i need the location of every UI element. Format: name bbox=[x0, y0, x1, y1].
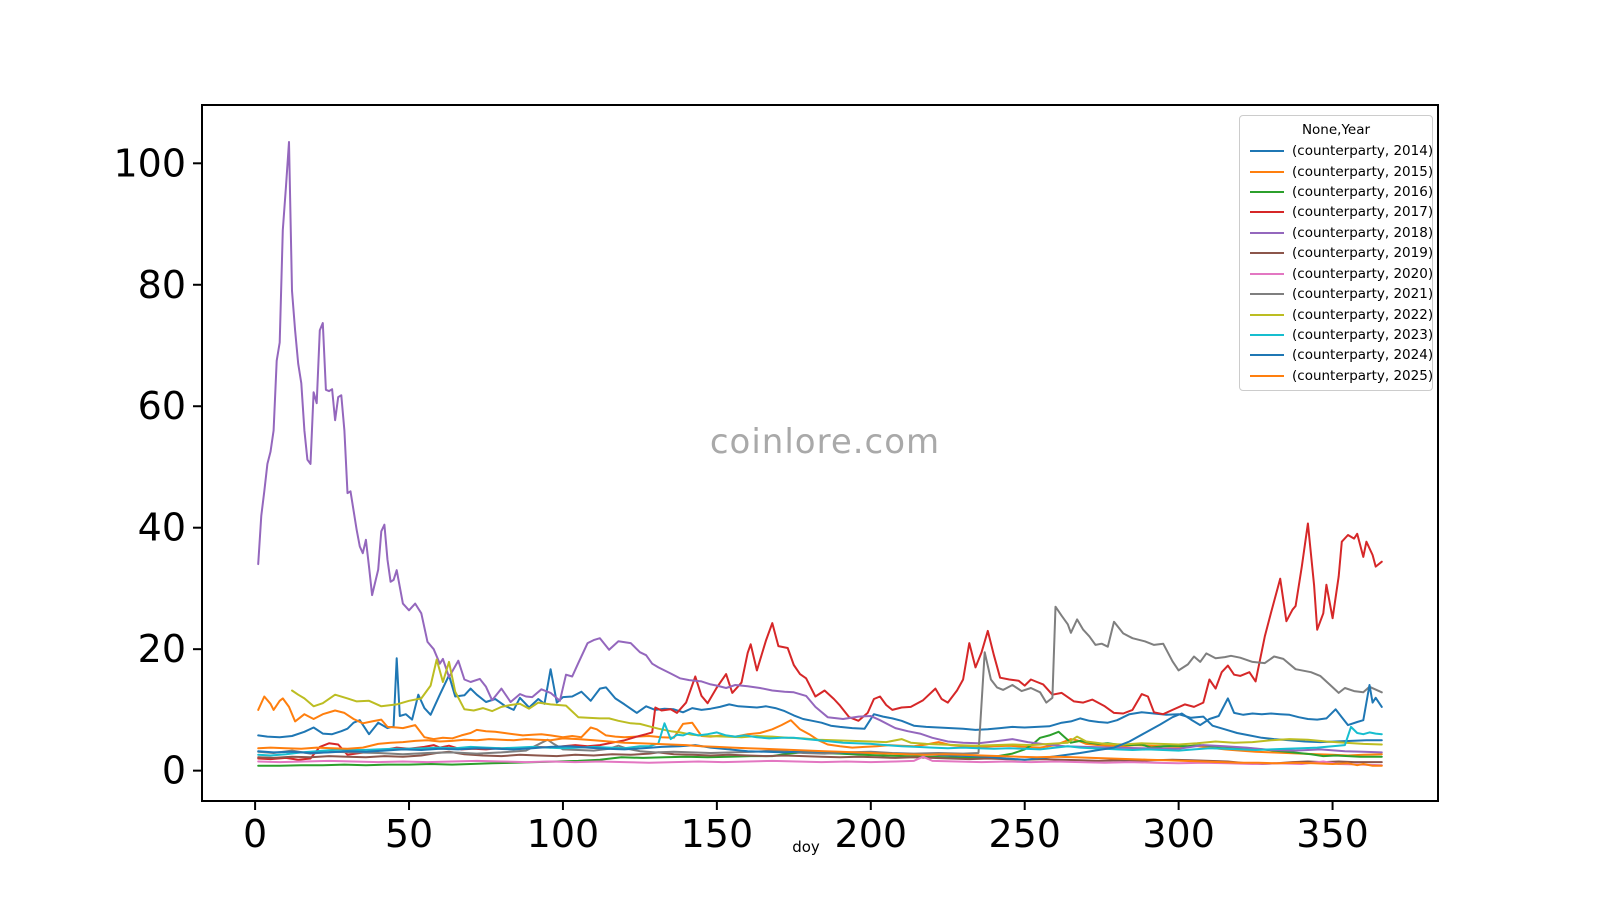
x-tick-label: 150 bbox=[681, 812, 754, 856]
legend-item-label: (counterparty, 2017) bbox=[1292, 204, 1434, 221]
legend-item-label: (counterparty, 2022) bbox=[1292, 306, 1434, 323]
legend-item-label: (counterparty, 2023) bbox=[1292, 327, 1434, 343]
legend-line-swatch-icon bbox=[1250, 252, 1284, 255]
watermark-text: coinlore.com bbox=[709, 422, 941, 462]
y-tick-label: 20 bbox=[138, 627, 186, 671]
legend-item-2020: (counterparty, 2020) bbox=[1246, 263, 1433, 283]
legend-item-2023: (counterparty, 2023) bbox=[1246, 325, 1433, 345]
legend-item-2017: (counterparty, 2017) bbox=[1246, 202, 1433, 222]
legend-line-swatch-icon bbox=[1250, 334, 1284, 336]
legend-line-swatch-icon bbox=[1250, 150, 1284, 153]
legend-item-label: (counterparty, 2025) bbox=[1292, 367, 1434, 384]
legend-item-2019: (counterparty, 2019) bbox=[1246, 243, 1433, 263]
legend-line-swatch-icon bbox=[1250, 272, 1284, 275]
legend-item-2025: (counterparty, 2025) bbox=[1246, 366, 1433, 386]
legend: None,Year (counterparty, 2014) (counterpa… bbox=[1239, 115, 1433, 391]
x-tick-label: 0 bbox=[243, 812, 267, 856]
legend-item-2024: (counterparty, 2024) bbox=[1246, 345, 1433, 365]
legend-line-swatch-icon bbox=[1250, 190, 1284, 193]
series-line-2014 bbox=[257, 657, 1383, 744]
legend-item-label: (counterparty, 2015) bbox=[1292, 163, 1434, 180]
x-tick-label: 50 bbox=[385, 812, 433, 856]
legend-line-swatch-icon bbox=[1250, 293, 1284, 296]
plot-frame bbox=[201, 104, 1439, 802]
legend-item-label: (counterparty, 2014) bbox=[1292, 143, 1434, 160]
legend-item-label: (counterparty, 2016) bbox=[1292, 183, 1434, 200]
legend-line-swatch-icon bbox=[1250, 354, 1284, 357]
x-tick-label: 300 bbox=[1142, 812, 1215, 856]
x-axis-label: doy bbox=[792, 838, 820, 856]
y-tick-label: 100 bbox=[113, 141, 186, 185]
legend-item-2016: (counterparty, 2016) bbox=[1246, 182, 1433, 202]
legend-item-2022: (counterparty, 2022) bbox=[1246, 304, 1433, 324]
legend-line-swatch-icon bbox=[1250, 170, 1284, 173]
legend-item-2018: (counterparty, 2018) bbox=[1246, 223, 1433, 243]
x-tick-label: 350 bbox=[1296, 812, 1369, 856]
legend-item-label: (counterparty, 2021) bbox=[1292, 286, 1434, 303]
legend-item-label: (counterparty, 2019) bbox=[1292, 245, 1434, 262]
y-tick-label: 0 bbox=[162, 749, 186, 793]
series-line-2018 bbox=[257, 141, 1383, 754]
legend-line-swatch-icon bbox=[1250, 374, 1284, 377]
legend-line-swatch-icon bbox=[1250, 211, 1284, 214]
legend-item-label: (counterparty, 2020) bbox=[1292, 265, 1434, 282]
legend-item-label: (counterparty, 2018) bbox=[1292, 224, 1434, 241]
legend-item-2021: (counterparty, 2021) bbox=[1246, 284, 1433, 304]
series-line-2023 bbox=[257, 722, 1383, 757]
x-tick-label: 200 bbox=[835, 812, 908, 856]
x-tick-label: 250 bbox=[988, 812, 1061, 856]
legend-line-swatch-icon bbox=[1250, 313, 1284, 316]
legend-item-2014: (counterparty, 2014) bbox=[1246, 141, 1433, 161]
series-line-2021 bbox=[257, 605, 1383, 756]
y-tick-label: 80 bbox=[138, 263, 186, 307]
legend-line-swatch-icon bbox=[1250, 231, 1284, 234]
series-line-2025 bbox=[257, 737, 1383, 767]
legend-item-2015: (counterparty, 2015) bbox=[1246, 161, 1433, 181]
legend-title: None,Year bbox=[1301, 122, 1371, 138]
series-line-2020 bbox=[257, 755, 1383, 767]
legend-item-label: (counterparty, 2024) bbox=[1292, 347, 1434, 364]
series-line-2024 bbox=[257, 684, 1383, 761]
x-tick-label: 100 bbox=[527, 812, 600, 856]
y-tick-label: 60 bbox=[138, 384, 186, 428]
y-tick-label: 40 bbox=[138, 506, 186, 550]
